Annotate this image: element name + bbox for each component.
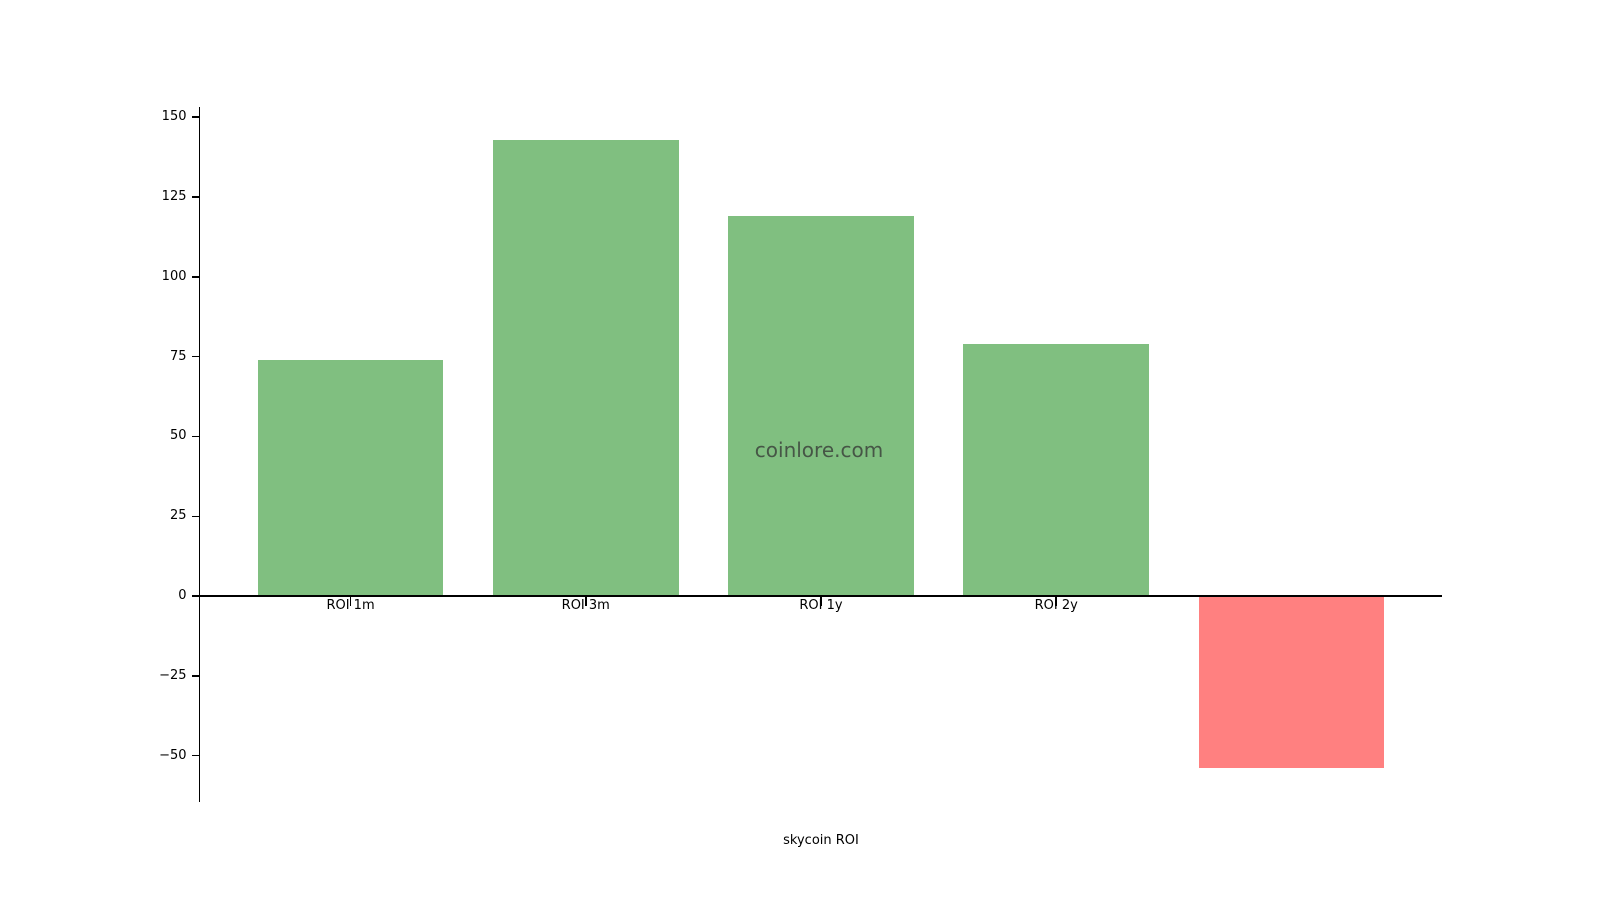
x-tick	[1055, 596, 1057, 607]
x-tick	[349, 596, 352, 607]
bar-roi-2y	[963, 343, 1150, 597]
y-tick	[191, 435, 199, 438]
x-tick-label: ROI 2y	[1034, 598, 1078, 614]
bar-roi-1y	[728, 216, 914, 597]
y-tick-label: −25	[159, 667, 187, 683]
y-tick-label: −50	[159, 747, 187, 763]
x-tick	[820, 596, 822, 607]
y-tick	[191, 515, 199, 518]
y-tick	[191, 196, 199, 198]
chart-title: skycoin ROI	[783, 833, 859, 848]
bar-roi-3m	[492, 139, 679, 597]
watermark-text: coinlore.com	[754, 438, 884, 462]
x-tick-label: ROI 1y	[799, 598, 843, 614]
y-tick-label: 150	[161, 109, 187, 125]
x-tick-label: ROI 1m	[326, 598, 375, 614]
x-tick	[585, 596, 587, 607]
y-tick	[191, 675, 199, 677]
y-tick	[191, 595, 199, 597]
y-tick-label: 100	[161, 268, 187, 284]
y-tick-label: 0	[178, 588, 187, 604]
y-tick-label: 50	[169, 428, 187, 444]
y-axis-line	[198, 107, 200, 802]
y-tick	[191, 754, 199, 757]
y-tick-label: 25	[169, 508, 187, 524]
y-tick	[191, 276, 199, 278]
y-tick	[191, 116, 199, 118]
bar-unlabeled-4	[1198, 596, 1385, 769]
y-tick-label: 75	[169, 348, 187, 364]
y-tick-label: 125	[161, 189, 187, 205]
bar-roi-1m	[257, 359, 444, 597]
x-tick-label: ROI 3m	[561, 598, 610, 614]
y-tick	[191, 355, 199, 358]
